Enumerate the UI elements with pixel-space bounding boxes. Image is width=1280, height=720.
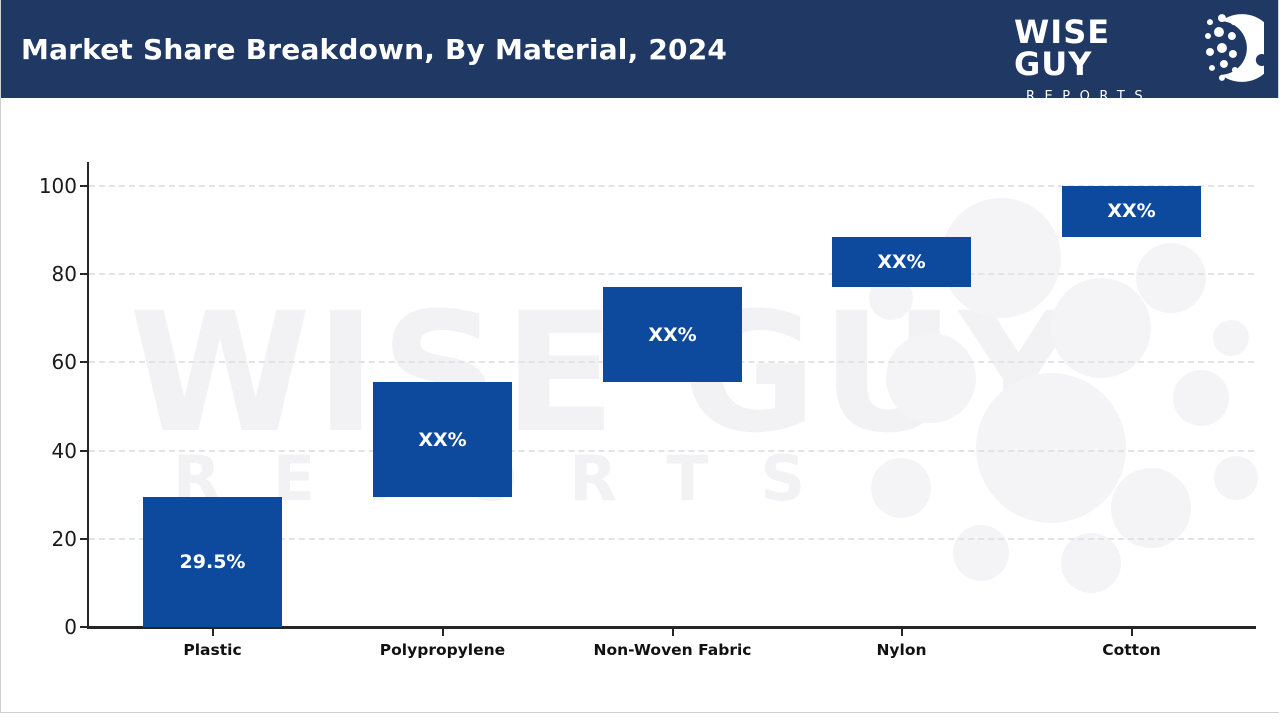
bar: XX% [832,236,971,288]
gridline [89,449,1254,452]
x-axis-category-label: Plastic [183,641,242,659]
bar-value-label: XX% [877,251,926,274]
y-tick-label: 0 [64,615,77,639]
x-axis-category-label: Non-Woven Fabric [593,641,752,659]
bar: XX% [1062,186,1201,237]
x-tick [441,629,444,636]
bar: XX% [603,287,742,383]
header: Market Share Breakdown, By Material, 202… [1,0,1278,104]
x-tick [1130,629,1133,636]
bar: 29.5% [143,496,282,627]
bar-value-label: 29.5% [179,550,246,573]
x-tick [671,629,674,636]
y-tick-label: 40 [51,438,77,463]
y-tick-label: 100 [38,174,77,198]
y-tick-label: 80 [51,262,77,287]
wise-guy-face-icon [1202,14,1264,82]
gridline [89,185,1254,187]
y-axis-line [87,162,89,628]
x-axis-line [87,626,1256,629]
plot-area: WISE GUY REPORTS 0 20 40 60 80 100 29.5% Plasti… [1,98,1279,712]
y-tick [80,273,88,276]
bar: XX% [373,382,512,497]
bar-value-label: XX% [418,428,467,451]
x-axis-category-label: Cotton [1102,641,1161,659]
y-tick [80,361,88,364]
x-axis-category-label: Nylon [876,641,927,659]
x-axis-category-label: Polypropylene [379,641,506,659]
y-tick [80,537,88,540]
y-tick-label: 20 [51,526,77,551]
bar-value-label: XX% [648,323,697,346]
y-tick-label: 60 [51,350,77,375]
x-tick [900,629,903,636]
gridline [89,273,1254,276]
y-tick [80,626,88,628]
y-tick [80,449,88,452]
x-tick [211,629,214,636]
y-tick [80,185,88,187]
gridline [89,537,1254,540]
chart-title: Market Share Breakdown, By Material, 202… [21,32,728,66]
wise-guy-logo: WISE GUY [1014,10,1264,104]
logo-wordmark: WISE GUY [1014,13,1111,83]
bar-value-label: XX% [1107,200,1156,223]
